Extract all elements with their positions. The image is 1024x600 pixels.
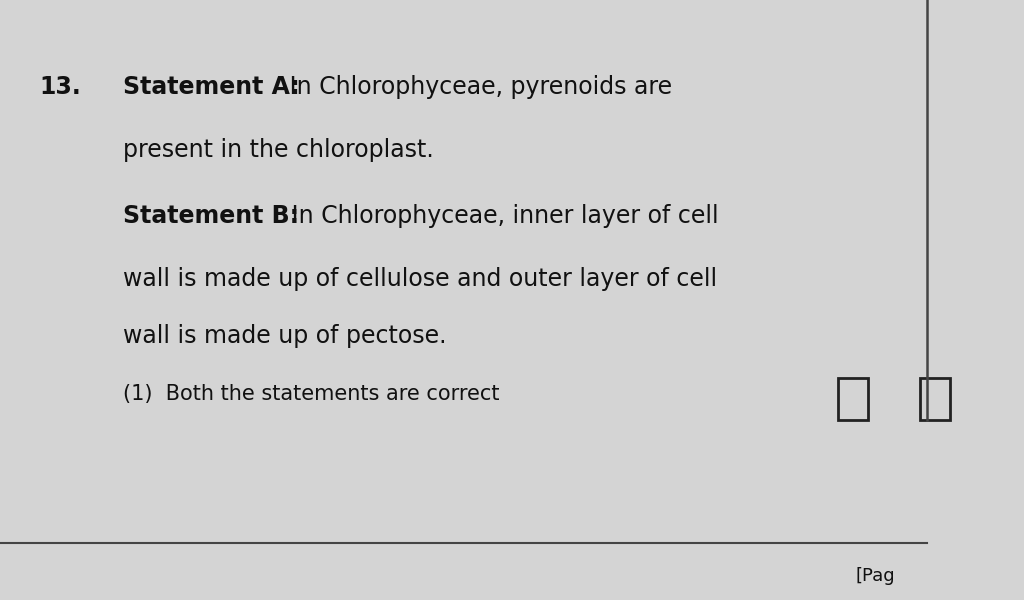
Text: In Chlorophyceae, inner layer of cell: In Chlorophyceae, inner layer of cell (284, 204, 718, 228)
Bar (920, 378, 950, 420)
Text: present in the chloroplast.: present in the chloroplast. (123, 138, 433, 162)
Text: (1)  Both the statements are correct: (1) Both the statements are correct (123, 384, 500, 404)
Text: wall is made up of pectose.: wall is made up of pectose. (123, 324, 446, 348)
Text: [Pag: [Pag (855, 567, 895, 585)
Text: Statement A:: Statement A: (123, 75, 300, 99)
Text: Statement B:: Statement B: (123, 204, 299, 228)
Text: 13.: 13. (39, 75, 81, 99)
Bar (838, 378, 868, 420)
Text: In Chlorophyceae, pyrenoids are: In Chlorophyceae, pyrenoids are (282, 75, 672, 99)
Text: wall is made up of cellulose and outer layer of cell: wall is made up of cellulose and outer l… (123, 267, 717, 291)
